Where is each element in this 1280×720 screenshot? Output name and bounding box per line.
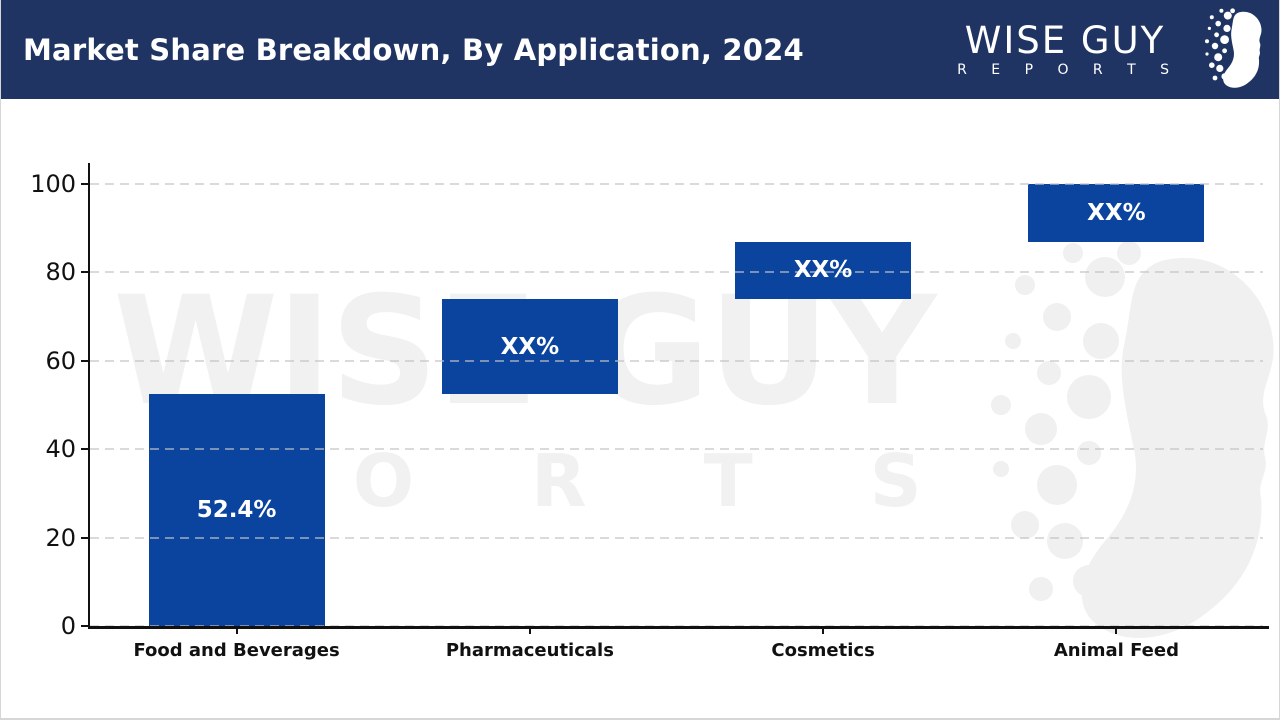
logo-wordmark-sub: R E P O R T S [957, 61, 1179, 78]
x-tick-mark [235, 626, 238, 634]
y-axis-tick-label: 20 [45, 523, 76, 552]
x-axis-category-label: Cosmetics [771, 640, 875, 661]
x-axis-spine [88, 626, 1269, 629]
x-tick-mark [822, 626, 825, 634]
logo-wordmark-main: WISE GUY [964, 18, 1166, 62]
logo-head-icon [1205, 7, 1262, 88]
gridline-y60 [90, 359, 1263, 362]
chart-area: WISE GUY P O R T S 52.4% Food and Beverag… [1, 99, 1280, 720]
y-tick-mark [81, 359, 90, 362]
x-tick-mark [528, 626, 531, 634]
x-tick-mark [1115, 626, 1118, 634]
bar-cosmetics [735, 241, 912, 299]
y-axis-tick-label: 60 [45, 346, 76, 375]
y-axis-tick-label: 80 [45, 258, 76, 287]
y-axis-tick-label: 0 [60, 612, 76, 640]
y-axis-tick-label: 40 [45, 435, 76, 464]
gridline-y100 [90, 183, 1263, 185]
gridline-y40 [90, 448, 1263, 451]
watermark-head-icon [991, 241, 1274, 638]
y-tick-mark [81, 448, 90, 451]
chart-title: Market Share Breakdown, By Application, … [23, 32, 804, 67]
x-axis-category-label: Pharmaceuticals [445, 640, 614, 661]
gridline-y80 [90, 271, 1263, 274]
bar-animal-feed [1028, 184, 1205, 242]
gridline-y20 [90, 536, 1263, 539]
y-tick-mark [81, 536, 90, 539]
bar-value-label: 52.4% [196, 497, 277, 524]
bar-value-label: XX% [793, 257, 853, 284]
bar-pharmaceuticals [441, 298, 618, 395]
y-tick-mark [81, 625, 90, 627]
x-axis-category-label: Food and Beverages [133, 640, 340, 661]
bar-value-label: XX% [500, 333, 560, 360]
x-axis-category-label: Animal Feed [1053, 640, 1179, 661]
bar-value-label: XX% [1087, 199, 1146, 226]
y-axis-spine [88, 163, 90, 629]
bar-food-and-beverages [148, 394, 325, 626]
logo-wordmark: WISE GUY R E P O R T S [951, 22, 1179, 78]
y-axis-tick-label: 100 [30, 170, 76, 198]
brand-logo: WISE GUY R E P O R T S [951, 6, 1265, 94]
y-tick-mark [81, 271, 90, 274]
header: Market Share Breakdown, By Application, … [1, 0, 1279, 99]
y-tick-mark [81, 183, 90, 185]
